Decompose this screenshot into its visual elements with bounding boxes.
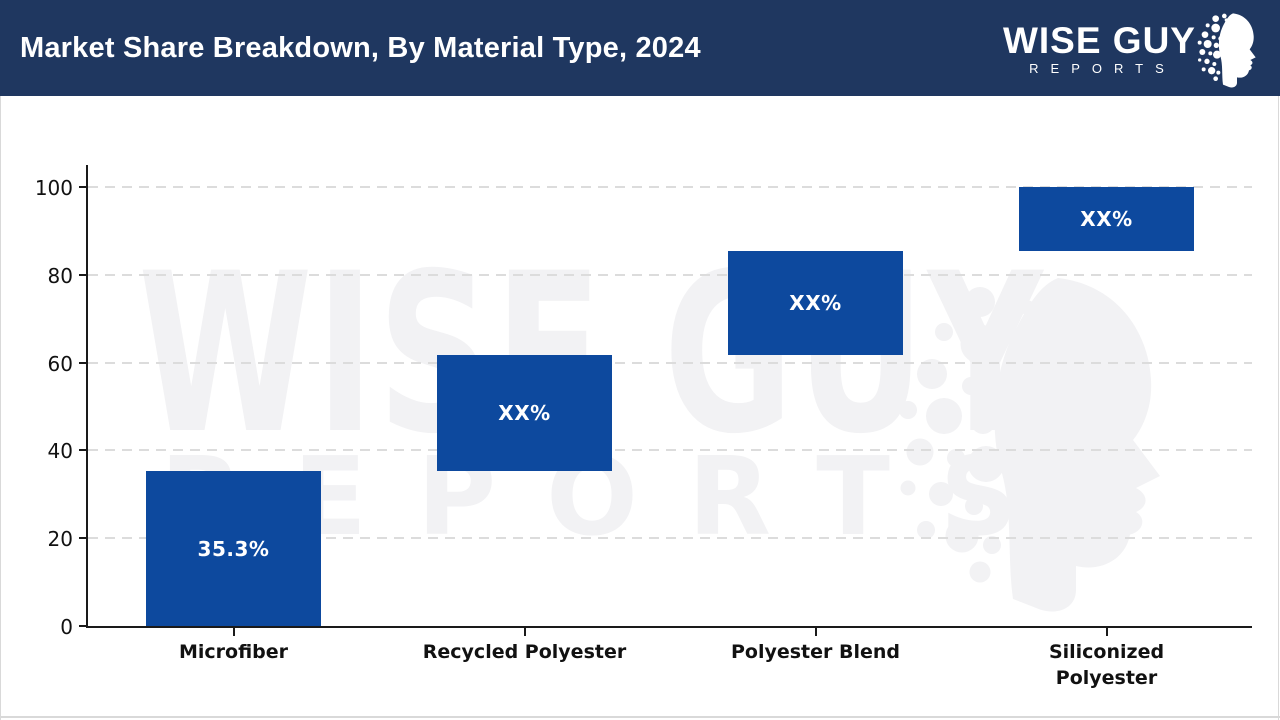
gridline	[88, 273, 1252, 276]
x-axis-tick	[814, 628, 817, 636]
y-axis-tick	[79, 273, 88, 276]
header-bar: Market Share Breakdown, By Material Type…	[0, 0, 1280, 96]
y-axis-tick-label: 100	[34, 176, 73, 200]
page-border-bottom	[0, 716, 1280, 718]
y-axis-tick-label: 60	[47, 351, 73, 376]
y-axis-line	[86, 165, 88, 628]
y-axis-tick-label: 20	[47, 527, 73, 552]
gridline	[88, 186, 1252, 188]
gridline	[88, 449, 1252, 452]
bar-value-label: XX%	[498, 401, 551, 426]
x-category-label: Polyester Blend	[730, 641, 901, 663]
wiseguy-head-icon	[1192, 8, 1266, 88]
y-axis-tick	[79, 186, 88, 188]
bar-segment: XX%	[728, 250, 903, 356]
waterfall-chart: 0 20 40 60 80 100 35.3% Microfiber XX% Recycled P…	[0, 96, 1280, 720]
bar-segment: XX%	[1019, 187, 1194, 251]
page-border-left	[0, 96, 1, 720]
brand-subtitle: REPORTS	[1029, 60, 1176, 76]
x-category-label: Siliconized Polyester	[1048, 641, 1165, 689]
y-axis-tick-label: 0	[60, 615, 73, 639]
y-axis-tick	[79, 361, 88, 364]
chart-area: WISE GUY REPORTS 0 20 40 60 80 100 35.3% Microf…	[0, 96, 1280, 720]
y-axis-tick	[79, 625, 88, 627]
brand-name: WISE GUY	[1002, 19, 1196, 61]
x-axis-tick	[232, 628, 235, 636]
brand-logo: WISE GUY REPORTS	[1003, 8, 1266, 88]
x-axis-tick	[1105, 628, 1108, 636]
x-category-label: Recycled Polyester	[422, 641, 627, 663]
bar-value-label: 35.3%	[197, 536, 270, 561]
page-title: Market Share Breakdown, By Material Type…	[20, 31, 701, 64]
x-category-label: Microfiber	[178, 641, 289, 663]
page-border-right	[1278, 96, 1279, 720]
bar-segment: 35.3%	[146, 471, 321, 626]
gridline	[88, 361, 1252, 364]
brand-wordmark: WISE GUY REPORTS	[1003, 22, 1196, 75]
y-axis-tick-label: 40	[47, 439, 73, 464]
bar-value-label: XX%	[789, 290, 842, 315]
y-axis-tick-label: 80	[47, 263, 73, 288]
bar-segment: XX%	[437, 355, 612, 472]
bar-value-label: XX%	[1080, 206, 1133, 231]
gridline	[88, 537, 1252, 540]
x-axis-tick	[523, 628, 526, 636]
y-axis-tick	[79, 537, 88, 540]
y-axis-tick	[79, 449, 88, 452]
x-axis-line	[86, 626, 1252, 628]
